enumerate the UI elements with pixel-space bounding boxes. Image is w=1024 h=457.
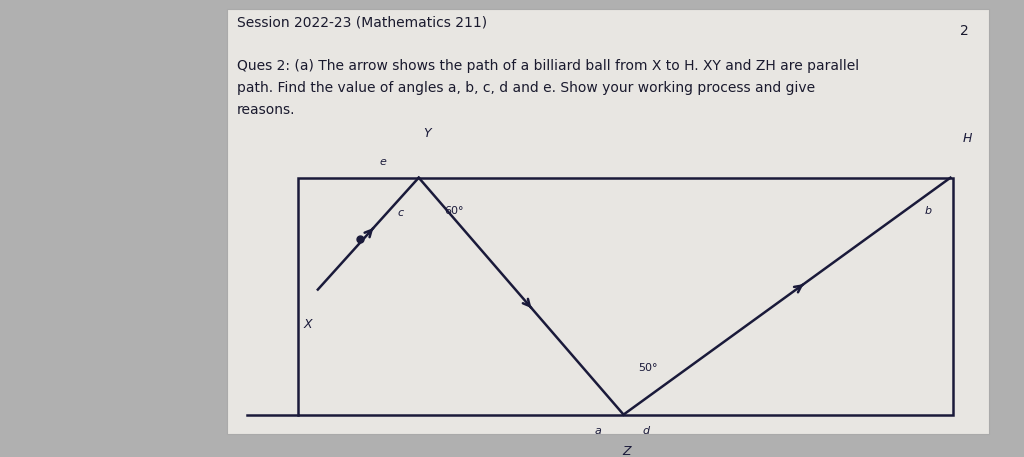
Text: b: b: [925, 206, 932, 216]
Text: Ques 2: (a) The arrow shows the path of a billiard ball from X to H. XY and ZH a: Ques 2: (a) The arrow shows the path of …: [238, 59, 859, 73]
Text: c: c: [397, 208, 403, 218]
Text: H: H: [963, 132, 972, 145]
Text: Z: Z: [623, 445, 631, 457]
Text: d: d: [642, 425, 649, 436]
Text: 50°: 50°: [639, 363, 658, 373]
Text: 2: 2: [959, 24, 969, 38]
Bar: [298, 178, 953, 414]
Text: e: e: [380, 157, 386, 167]
Text: path. Find the value of angles a, b, c, d and e. Show your working process and g: path. Find the value of angles a, b, c, …: [238, 81, 815, 95]
FancyBboxPatch shape: [227, 9, 989, 434]
Text: a: a: [595, 425, 602, 436]
Text: reasons.: reasons.: [238, 103, 296, 117]
Text: Session 2022-23 (Mathematics 211): Session 2022-23 (Mathematics 211): [238, 16, 487, 29]
Text: X: X: [303, 318, 312, 331]
Text: Y: Y: [423, 128, 431, 140]
Text: 60°: 60°: [444, 206, 464, 216]
